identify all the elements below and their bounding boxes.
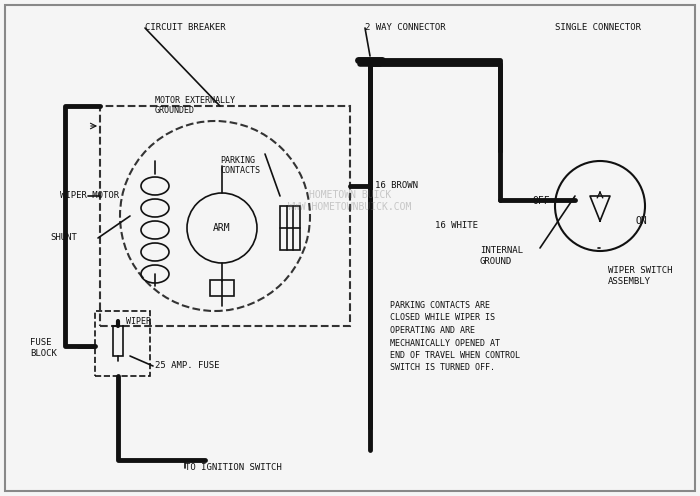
Bar (95, 311, 150, 376)
Text: 16 WHITE: 16 WHITE (435, 222, 478, 231)
Text: PARKING
CONTACTS: PARKING CONTACTS (220, 156, 260, 176)
Text: OFF: OFF (533, 196, 550, 206)
Text: ON: ON (635, 216, 647, 226)
Text: SINGLE CONNECTOR: SINGLE CONNECTOR (555, 23, 641, 33)
Text: SHUNT: SHUNT (50, 234, 77, 243)
Text: 16 BROWN: 16 BROWN (375, 182, 418, 190)
Bar (113, 326, 123, 356)
Text: ARM: ARM (214, 223, 231, 233)
Text: 25 AMP. FUSE: 25 AMP. FUSE (155, 362, 220, 371)
Text: WIPER: WIPER (126, 316, 151, 325)
Bar (280, 206, 300, 250)
Text: HOMETOWN BUICK
WWW.HOMETOWNBUICK.COM: HOMETOWN BUICK WWW.HOMETOWNBUICK.COM (288, 190, 412, 212)
Text: 2 WAY CONNECTOR: 2 WAY CONNECTOR (365, 23, 446, 33)
Text: CIRCUIT BREAKER: CIRCUIT BREAKER (145, 23, 225, 33)
Text: WIPER MOTOR: WIPER MOTOR (60, 191, 119, 200)
Text: INTERNAL
GROUND: INTERNAL GROUND (480, 247, 523, 266)
Text: WIPER SWITCH
ASSEMBLY: WIPER SWITCH ASSEMBLY (608, 266, 673, 286)
Text: TO IGNITION SWITCH: TO IGNITION SWITCH (185, 463, 281, 473)
Text: FUSE
BLOCK: FUSE BLOCK (30, 338, 57, 358)
Text: PARKING CONTACTS ARE
CLOSED WHILE WIPER IS
OPERATING AND ARE
MECHANICALLY OPENED: PARKING CONTACTS ARE CLOSED WHILE WIPER … (390, 301, 520, 372)
Bar (210, 280, 234, 296)
Text: MOTOR EXTERNALLY
GROUNDED: MOTOR EXTERNALLY GROUNDED (155, 96, 235, 116)
